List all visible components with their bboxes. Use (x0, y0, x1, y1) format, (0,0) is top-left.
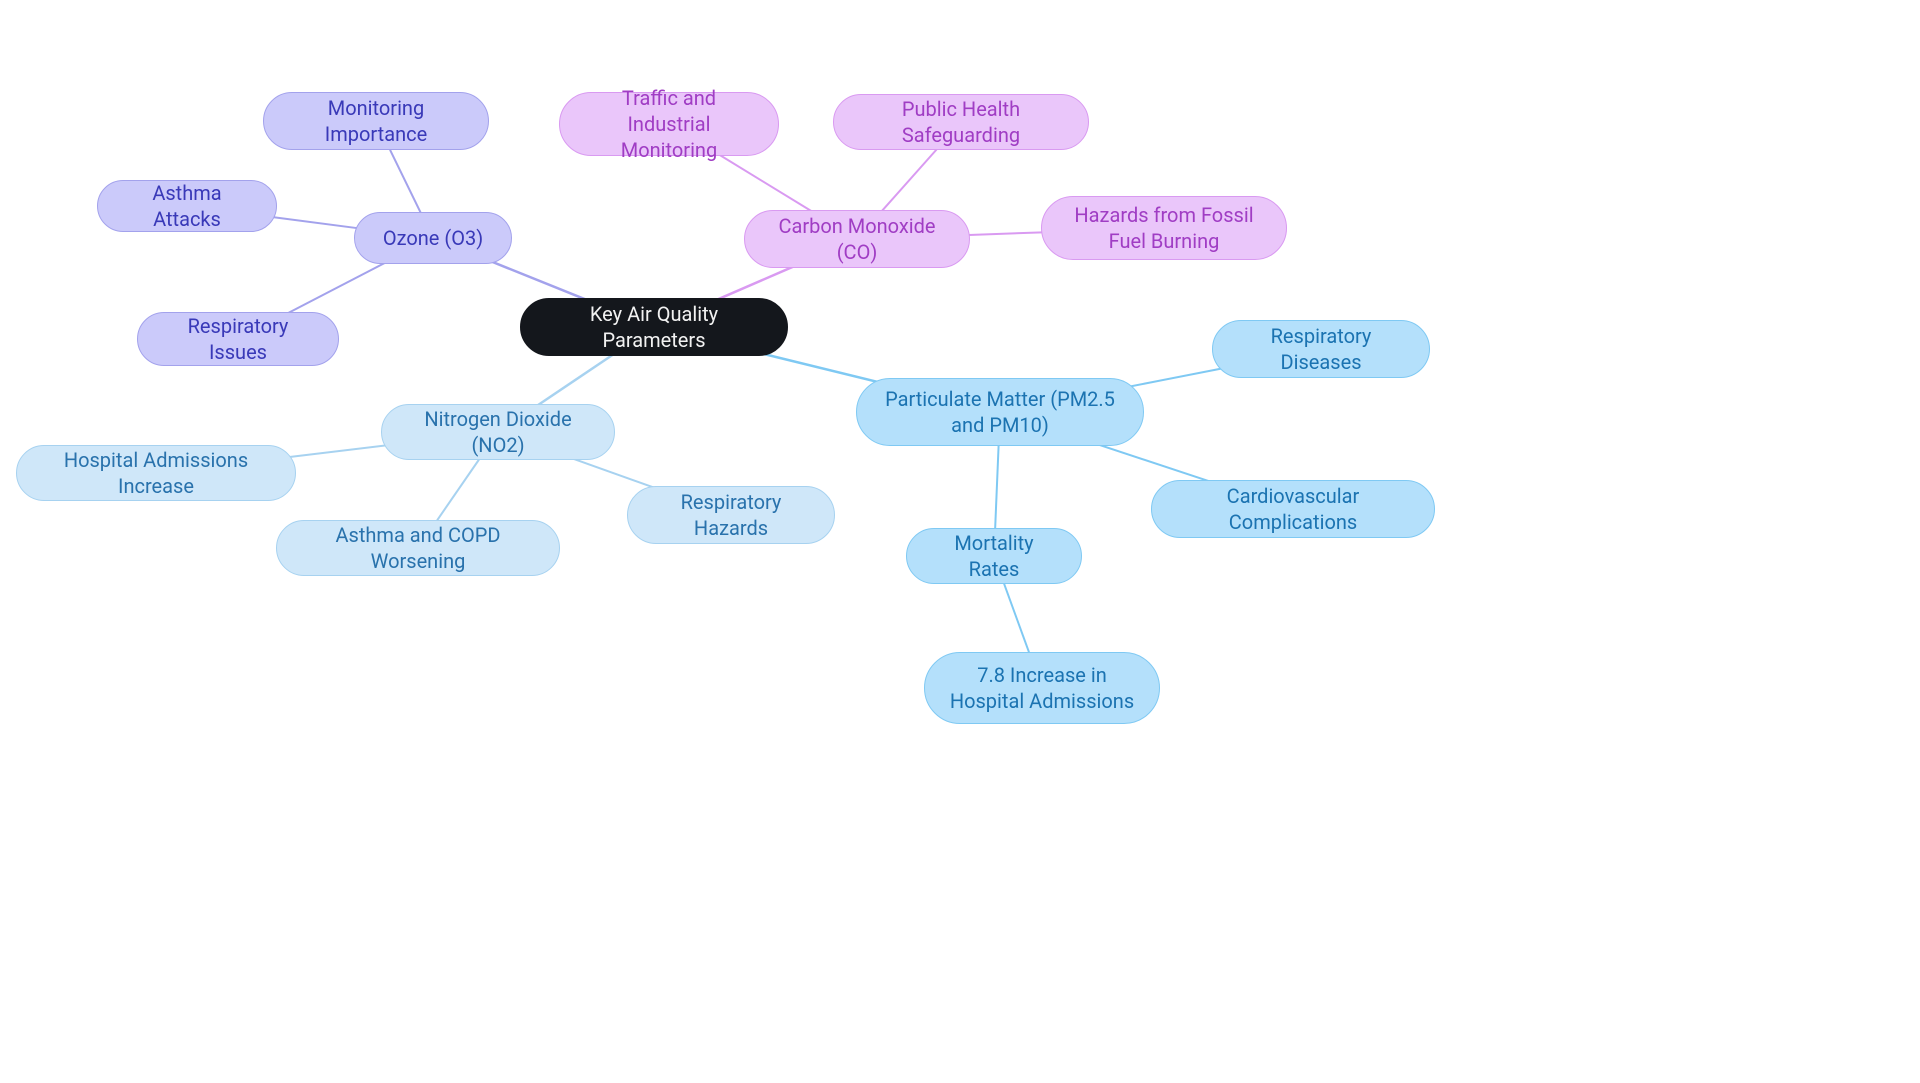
node-oz_monitor: Monitoring Importance (263, 92, 489, 150)
node-oz_asthma: Asthma Attacks (97, 180, 277, 232)
edge-center-no2 (537, 355, 613, 406)
node-pm_78: 7.8 Increase in Hospital Admissions (924, 652, 1160, 724)
node-center: Key Air Quality Parameters (520, 298, 788, 356)
node-ozone: Ozone (O3) (354, 212, 512, 264)
edge-pm_mort-pm_78 (1004, 584, 1029, 652)
edge-pm-pm_mort (995, 446, 998, 528)
node-no2_resp: Respiratory Hazards (627, 486, 835, 544)
edge-pm-pm_cardio (1084, 440, 1219, 485)
edge-ozone-oz_resp (284, 260, 390, 315)
edge-co-co_hazard (969, 232, 1042, 235)
node-no2_copd: Asthma and COPD Worsening (276, 520, 560, 576)
edge-no2-no2_hosp (276, 445, 393, 459)
edge-ozone-oz_monitor (390, 150, 420, 213)
node-oz_resp: Respiratory Issues (137, 312, 339, 366)
node-pm_mort: Mortality Rates (906, 528, 1082, 584)
node-co_public: Public Health Safeguarding (833, 94, 1089, 150)
edge-ozone-oz_asthma (269, 217, 359, 229)
node-pm_cardio: Cardiovascular Complications (1151, 480, 1435, 538)
edge-center-co (714, 264, 800, 301)
node-pm_resp: Respiratory Diseases (1212, 320, 1430, 378)
node-co_traffic: Traffic and Industrial Monitoring (559, 92, 779, 156)
node-no2_hosp: Hospital Admissions Increase (16, 445, 296, 501)
node-co_hazard: Hazards from Fossil Fuel Burning (1041, 196, 1287, 260)
node-no2: Nitrogen Dioxide (NO2) (381, 404, 615, 460)
node-pm: Particulate Matter (PM2.5 and PM10) (856, 378, 1144, 446)
edge-no2-no2_copd (437, 460, 479, 521)
edge-co-co_public (882, 149, 936, 210)
node-co: Carbon Monoxide (CO) (744, 210, 970, 268)
edge-center-ozone (483, 258, 591, 301)
